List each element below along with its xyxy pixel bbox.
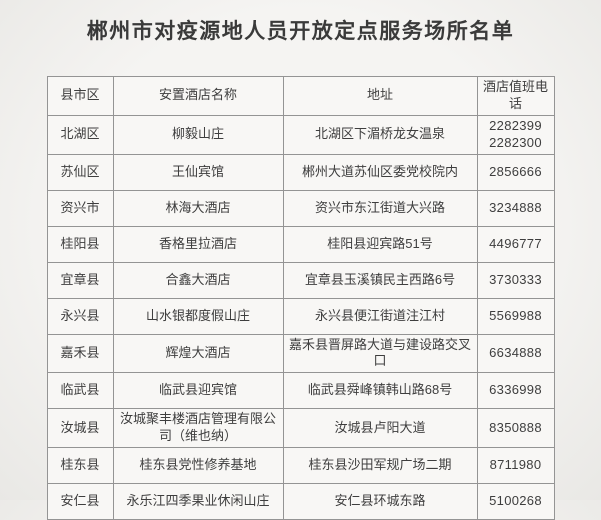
table-row: 嘉禾县 辉煌大酒店 嘉禾县晋屏路大道与建设路交叉口 6634888 [46, 333, 555, 374]
table-row: 桂阳县 香格里拉酒店 桂阳县迎宾路51号 4496777 [46, 225, 555, 263]
cell-phone: 4496777 [476, 225, 555, 263]
header-address: 地址 [282, 76, 478, 116]
cell-phone: 3730333 [476, 261, 555, 299]
cell-district: 北湖区 [46, 114, 114, 155]
cell-district: 宜章县 [46, 261, 114, 299]
cell-phone: 2282399 2282300 [476, 114, 555, 155]
table-row: 苏仙区 王仙宾馆 郴州大道苏仙区委党校院内 2856666 [46, 153, 555, 191]
cell-hotel-name: 临武县迎宾馆 [112, 372, 284, 410]
cell-district: 汝城县 [46, 408, 114, 449]
cell-address: 安仁县环城东路 [282, 483, 478, 520]
cell-district: 桂阳县 [46, 225, 114, 263]
cell-district: 桂东县 [46, 447, 114, 485]
cell-hotel-name: 山水银都度假山庄 [112, 297, 284, 335]
cell-address: 汝城县卢阳大道 [282, 408, 478, 449]
table-row: 北湖区 柳毅山庄 北湖区下湄桥龙女温泉 2282399 2282300 [46, 114, 555, 155]
cell-phone: 5100268 [476, 483, 555, 520]
table-row: 永兴县 山水银都度假山庄 永兴县便江街道注江村 5569988 [46, 297, 555, 335]
header-phone: 酒店值班电话 [476, 76, 555, 116]
cell-hotel-name: 王仙宾馆 [112, 153, 284, 191]
cell-hotel-name: 辉煌大酒店 [112, 333, 284, 374]
page-title: 郴州市对疫源地人员开放定点服务场所名单 [86, 20, 515, 43]
cell-phone: 5569988 [476, 297, 555, 335]
table-row: 资兴市 林海大酒店 资兴市东江街道大兴路 3234888 [46, 189, 555, 227]
cell-district: 苏仙区 [46, 153, 114, 191]
cell-district: 安仁县 [46, 483, 114, 520]
table-row: 安仁县 永乐江四季果业休闲山庄 安仁县环城东路 5100268 [46, 483, 555, 520]
cell-address: 桂东县沙田军规广场二期 [282, 447, 478, 485]
cell-hotel-name: 林海大酒店 [112, 189, 284, 227]
cell-address: 北湖区下湄桥龙女温泉 [282, 114, 478, 155]
table-header-row: 县市区 安置酒店名称 地址 酒店值班电话 [46, 76, 555, 116]
hotel-table: 县市区 安置酒店名称 地址 酒店值班电话 北湖区 柳毅山庄 北湖区下湄桥龙女温泉… [46, 76, 555, 520]
header-district: 县市区 [46, 76, 114, 116]
cell-hotel-name: 汝城聚丰楼酒店管理有限公司（维也纳） [112, 408, 284, 449]
cell-address: 桂阳县迎宾路51号 [282, 225, 478, 263]
cell-district: 临武县 [46, 372, 114, 410]
cell-hotel-name: 桂东县党性修养基地 [112, 447, 284, 485]
table-row: 临武县 临武县迎宾馆 临武县舜峰镇韩山路68号 6336998 [46, 372, 555, 410]
cell-phone: 6634888 [476, 333, 555, 374]
cell-phone: 8711980 [476, 447, 555, 485]
cell-hotel-name: 柳毅山庄 [112, 114, 284, 155]
cell-district: 嘉禾县 [46, 333, 114, 374]
cell-phone: 2856666 [476, 153, 555, 191]
cell-hotel-name: 永乐江四季果业休闲山庄 [112, 483, 284, 520]
cell-address: 永兴县便江街道注江村 [282, 297, 478, 335]
cell-address: 嘉禾县晋屏路大道与建设路交叉口 [282, 333, 478, 374]
cell-hotel-name: 香格里拉酒店 [112, 225, 284, 263]
cell-address: 资兴市东江街道大兴路 [282, 189, 478, 227]
cell-district: 资兴市 [46, 189, 114, 227]
cell-phone: 6336998 [476, 372, 555, 410]
cell-hotel-name: 合鑫大酒店 [112, 261, 284, 299]
cell-address: 郴州大道苏仙区委党校院内 [282, 153, 478, 191]
cell-district: 永兴县 [46, 297, 114, 335]
header-hotel-name: 安置酒店名称 [112, 76, 284, 116]
cell-phone: 3234888 [476, 189, 555, 227]
cell-address: 临武县舜峰镇韩山路68号 [282, 372, 478, 410]
table-row: 宜章县 合鑫大酒店 宜章县玉溪镇民主西路6号 3730333 [46, 261, 555, 299]
cell-phone: 8350888 [476, 408, 555, 449]
table-row: 汝城县 汝城聚丰楼酒店管理有限公司（维也纳） 汝城县卢阳大道 8350888 [46, 408, 555, 449]
cell-address: 宜章县玉溪镇民主西路6号 [282, 261, 478, 299]
table-row: 桂东县 桂东县党性修养基地 桂东县沙田军规广场二期 8711980 [46, 447, 555, 485]
document-page: 郴州市对疫源地人员开放定点服务场所名单 县市区 安置酒店名称 地址 酒店值班电话… [46, 20, 555, 520]
